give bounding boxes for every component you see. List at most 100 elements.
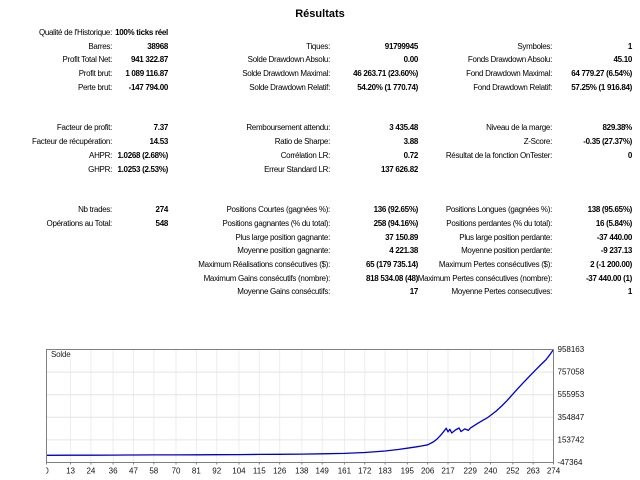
stats-row: Facteur de profit: 7.37 Remboursement atte… <box>0 121 640 135</box>
stat-value: 7.37 <box>153 123 169 133</box>
stat-value: 1.0253 (2.53%) <box>117 164 168 174</box>
stat-label: Solde Drawdown Absolu: <box>247 55 331 65</box>
stats-row: Barres: 38968 Tiques: 91799945 Symboles: 1 <box>0 40 640 54</box>
stats-row: Maximum Réalisations consécutives ($): 65… <box>0 258 640 272</box>
stat-value: 100% ticks réel <box>115 28 168 37</box>
x-axis-label: 115 <box>253 467 266 476</box>
stat-label: Perte brut: <box>77 82 112 92</box>
chart-series-label: Solde <box>50 350 72 359</box>
stat-value: 138 (95.65%) <box>587 205 633 215</box>
stats-row: AHPR: 1.0268 (2.68%) Corrélation LR: 0.72 Ré… <box>0 149 640 163</box>
x-axis-label: 195 <box>401 467 415 476</box>
stat-value: 65 (179 735.14) <box>366 259 418 269</box>
stat-value: 1.0268 (2.68%) <box>117 150 168 160</box>
balance-chart-svg: 0 13 24 36 47 58 70 81 92 104 115 126 138 149 161 172 18… <box>46 346 585 476</box>
y-axis-label: 958163 <box>558 346 585 354</box>
stat-label: Facteur de profit: <box>56 123 112 133</box>
stat-value: 64 779.27 (6.54%) <box>571 69 632 79</box>
stat-label: Profit brut: <box>78 69 113 79</box>
stat-value: 0.72 <box>403 150 419 160</box>
stats-row: Profit Total Net: 941 322.87 Solde Drawdow… <box>0 53 640 67</box>
stat-value: 4 221.38 <box>389 246 418 256</box>
stat-label: Nb trades: <box>78 205 112 215</box>
balance-chart[interactable]: 0 13 24 36 47 58 70 81 92 104 115 126 138 149 161 172 18… <box>46 346 606 478</box>
stats-row: Moyenne position gagnante: 4 221.38 Moyenn… <box>0 244 640 258</box>
stat-label: Positions gagnantes (% du total): <box>222 218 330 228</box>
stats-row: Nb trades: 274 Positions Courtes (gagnées … <box>0 203 640 217</box>
stat-label: Fond Drawdown Relatif: <box>473 82 552 92</box>
balance-line <box>46 349 555 456</box>
stat-label: Résultat de la fonction OnTester: <box>445 150 552 160</box>
x-axis-label: 36 <box>109 467 118 476</box>
x-axis-label: 92 <box>212 467 221 476</box>
x-axis-label: 126 <box>273 467 287 476</box>
stat-label: Ratio de Sharpe: <box>274 137 331 147</box>
stat-value: 45.10 <box>613 55 632 65</box>
stat-label: AHPR: <box>89 150 112 160</box>
stat-value: 2 (-1 200.00) <box>590 259 632 269</box>
stats-table: Qualité de l'Historique: 100% ticks réel B… <box>0 26 640 299</box>
stat-label: GHPR: <box>88 164 112 174</box>
stat-value: 14.53 <box>149 137 168 147</box>
stat-label: Maximum Réalisations consécutives ($): <box>198 259 330 269</box>
stats-row: Profit brut: 1 089 116.87 Solde Drawdown M… <box>0 67 640 81</box>
stat-label: Symboles: <box>517 41 552 51</box>
stat-value: 37 150.89 <box>385 232 418 242</box>
stat-label: Solde Drawdown Relatif: <box>249 82 330 92</box>
stats-row: GHPR: 1.0253 (2.53%) Erreur Standard LR: 13… <box>0 163 640 177</box>
stat-label: Maximum Gains consécutifs (nombre): <box>203 273 331 283</box>
stat-value: 137 626.82 <box>380 164 418 174</box>
y-axis-label: 757058 <box>558 368 585 377</box>
stat-value: 548 <box>155 218 169 228</box>
stat-value: -37 440.00 <box>596 232 633 242</box>
stat-value: 3.88 <box>403 137 419 147</box>
x-axis-label: 24 <box>86 467 95 476</box>
stat-label: Moyenne Pertes consecutives: <box>451 287 552 297</box>
stat-label: Positions Longues (gagnées %): <box>445 205 552 215</box>
stats-row: Plus large position gagnante: 37 150.89 Pl… <box>0 231 640 245</box>
x-axis-label: 0 <box>46 467 49 476</box>
stat-label: Moyenne position gagnante: <box>237 246 330 256</box>
stat-label: Tiques: <box>306 41 330 51</box>
stat-label: Niveau de la marge: <box>486 123 552 133</box>
stat-value: 829.38% <box>602 123 633 133</box>
stat-value: 54.20% (1 770.74) <box>357 82 418 92</box>
stat-value: 38968 <box>147 41 168 51</box>
stat-value: 274 <box>155 205 169 215</box>
stat-label: Maximum Pertes consécutives (nombre): <box>417 273 553 283</box>
x-axis-label: 81 <box>192 467 201 476</box>
stat-label: Fonds Drawdown Absolu: <box>467 55 552 65</box>
x-axis-label: 183 <box>378 467 392 476</box>
stat-value: 3 435.48 <box>389 123 418 133</box>
stat-value: -37 440.00 (1) <box>585 273 632 283</box>
x-axis-label: 138 <box>295 467 309 476</box>
x-axis-label: 13 <box>66 467 75 476</box>
x-axis-label: 252 <box>506 467 520 476</box>
stat-value: -0.35 (27.37%) <box>583 137 632 147</box>
stat-value: -147 794.00 <box>128 82 169 92</box>
stats-row: Facteur de récupération: 14.53 Ratio de Sh… <box>0 135 640 149</box>
stat-value: 941 322.87 <box>130 55 168 65</box>
y-axis-label: 153742 <box>558 435 585 444</box>
spacer-row <box>0 176 640 203</box>
stat-label: Fond Drawdown Maximal: <box>466 69 552 79</box>
stat-label: Positions perdantes (% du total): <box>446 218 552 228</box>
stat-label: Positions Courtes (gagnées %): <box>226 205 330 215</box>
stat-value: 1 089 116.87 <box>125 69 168 79</box>
stats-row: Perte brut: -147 794.00 Solde Drawdown Rel… <box>0 81 640 95</box>
stat-label: Corrélation LR: <box>280 150 331 160</box>
x-axis-label: 217 <box>441 467 455 476</box>
x-axis-label: 58 <box>149 467 158 476</box>
stats-row: Qualité de l'Historique: 100% ticks réel <box>0 26 640 40</box>
stat-label: Moyenne position perdante: <box>461 246 552 256</box>
stat-label: Facteur de récupération: <box>32 137 112 147</box>
stat-value: 1 <box>627 41 632 51</box>
stat-value: -9 237.13 <box>600 246 632 256</box>
stat-value: 91799945 <box>384 41 419 51</box>
x-axis-label: 263 <box>526 467 540 476</box>
stat-value: 46 263.71 (23.60%) <box>353 69 418 79</box>
y-axis-label: 555953 <box>558 390 585 399</box>
stat-label: Remboursement attendu: <box>246 123 330 133</box>
stat-value: 258 (94.16%) <box>373 218 419 228</box>
stats-row: Moyenne Gains consécutifs: 17 Moyenne Pert… <box>0 285 640 299</box>
